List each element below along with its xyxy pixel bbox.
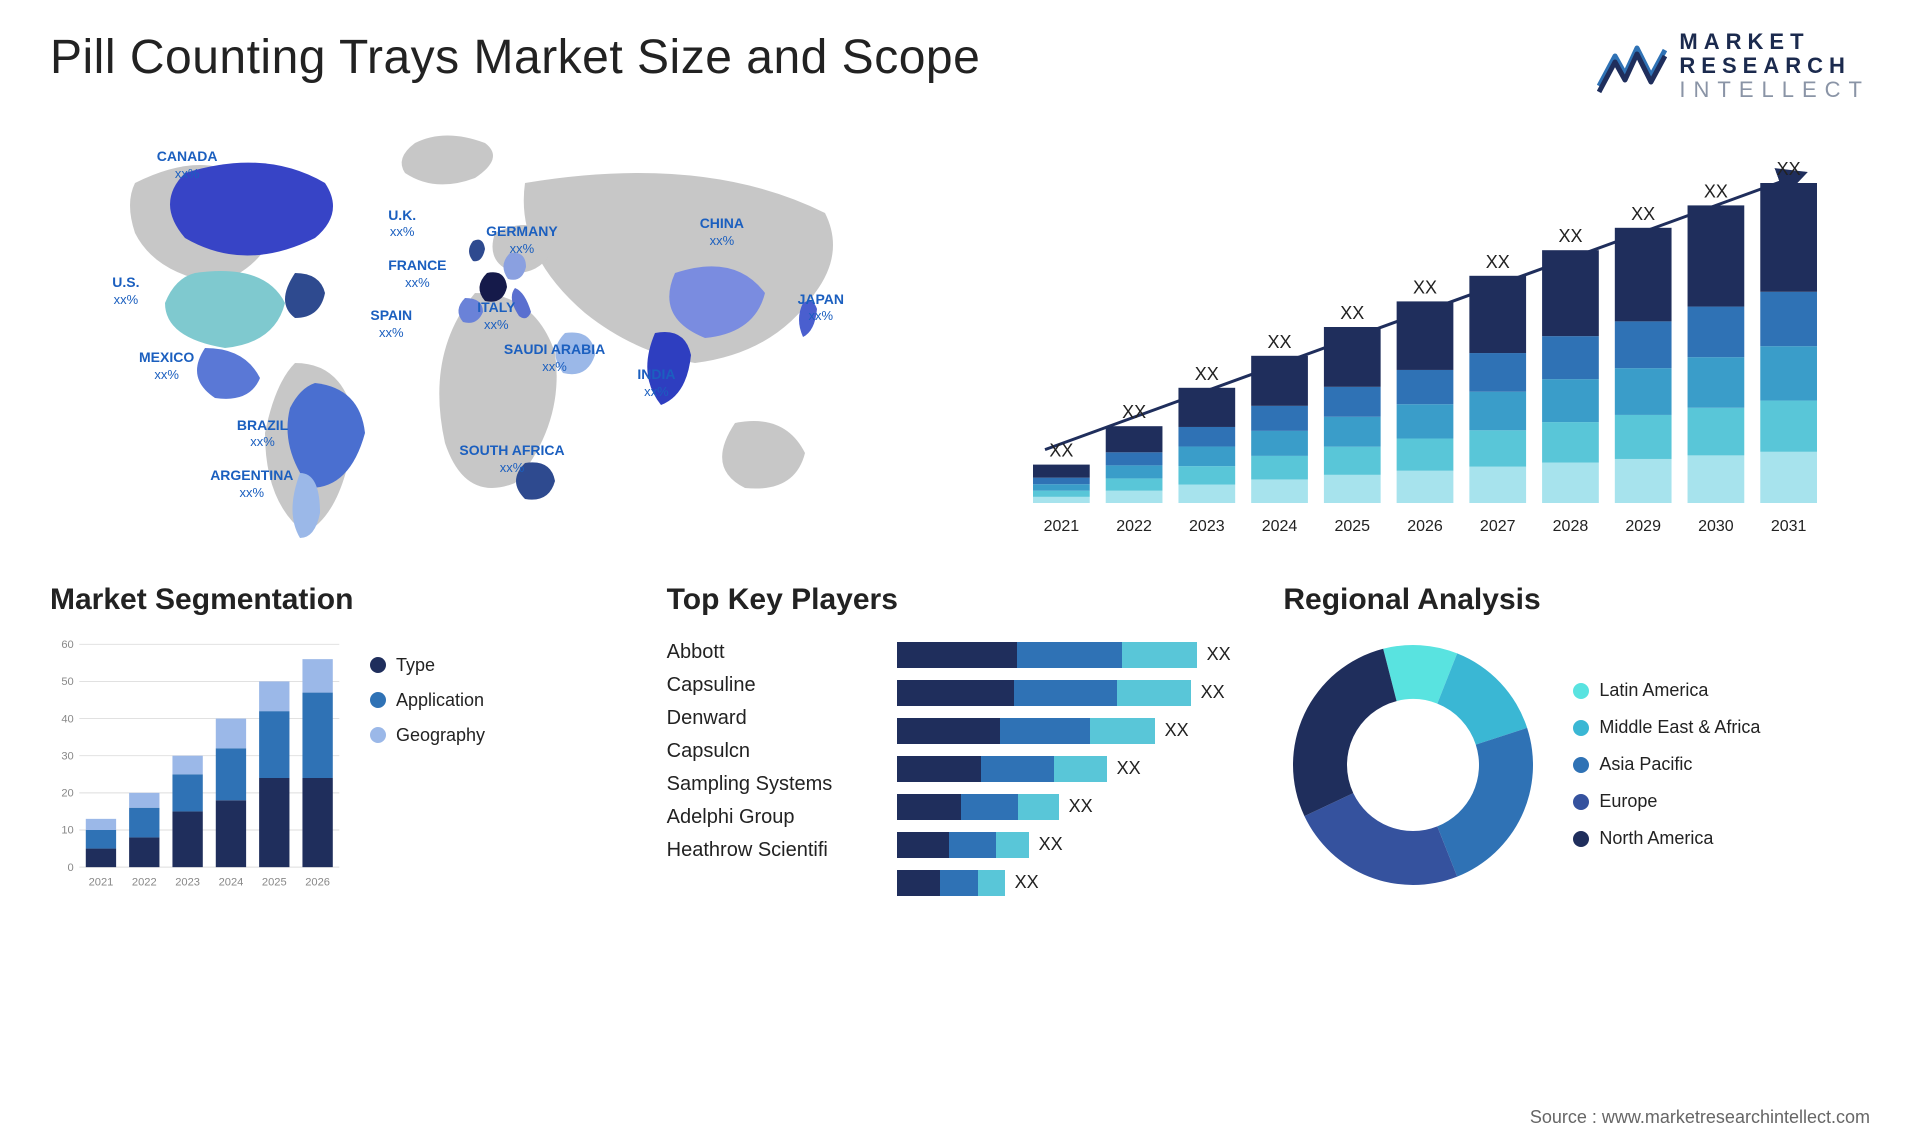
svg-text:2021: 2021 xyxy=(1044,518,1080,535)
segmentation-title: Market Segmentation xyxy=(50,583,637,617)
regional-donut-svg xyxy=(1283,635,1543,895)
map-label: SPAINxx% xyxy=(370,307,412,341)
players-title: Top Key Players xyxy=(667,583,1254,617)
svg-text:XX: XX xyxy=(1486,251,1510,271)
segmentation-panel: Market Segmentation 0 10 20 30 40 50 60 2021 202… xyxy=(50,583,637,897)
svg-text:2031: 2031 xyxy=(1771,518,1807,535)
svg-text:60: 60 xyxy=(61,639,73,651)
svg-text:2023: 2023 xyxy=(1189,518,1225,535)
player-bar-row: XX xyxy=(897,755,1254,783)
svg-text:XX: XX xyxy=(1413,277,1437,297)
source-line: Source : www.marketresearchintellect.com xyxy=(1530,1107,1870,1128)
player-bar-row: XX xyxy=(897,831,1254,859)
legend-item: North America xyxy=(1573,828,1760,849)
svg-text:2025: 2025 xyxy=(262,876,287,888)
svg-text:30: 30 xyxy=(61,750,73,762)
svg-text:2028: 2028 xyxy=(1553,518,1589,535)
svg-text:10: 10 xyxy=(61,824,73,836)
svg-text:2026: 2026 xyxy=(1407,518,1443,535)
player-name: Capsuline xyxy=(667,674,877,697)
svg-text:XX: XX xyxy=(1122,402,1146,422)
map-label: MEXICOxx% xyxy=(139,349,194,383)
svg-text:20: 20 xyxy=(61,787,73,799)
regional-panel: Regional Analysis Latin America Middle Ea… xyxy=(1283,583,1870,897)
map-label: SOUTH AFRICAxx% xyxy=(459,442,564,476)
svg-text:2022: 2022 xyxy=(132,876,157,888)
map-label: INDIAxx% xyxy=(637,366,675,400)
player-name: Heathrow Scientifi xyxy=(667,839,877,862)
players-panel: Top Key Players Abbott Capsuline Denward Ca… xyxy=(667,583,1254,897)
map-label: CHINAxx% xyxy=(700,215,744,249)
svg-text:XX: XX xyxy=(1340,303,1364,323)
map-label: SAUDI ARABIAxx% xyxy=(504,341,605,375)
player-name: Sampling Systems xyxy=(667,773,877,796)
svg-text:2024: 2024 xyxy=(219,876,244,888)
player-name: Abbott xyxy=(667,641,877,664)
map-label: ITALYxx% xyxy=(477,299,515,333)
map-label: JAPANxx% xyxy=(798,291,844,325)
legend-item: Latin America xyxy=(1573,680,1760,701)
segmentation-legend: Type Application Geography xyxy=(370,635,485,895)
logo-line-3: INTELLECT xyxy=(1679,78,1870,102)
map-label: U.K.xx% xyxy=(388,207,416,241)
page-title: Pill Counting Trays Market Size and Scop… xyxy=(50,30,980,85)
legend-item: Europe xyxy=(1573,791,1760,812)
logo-line-1: MARKET xyxy=(1679,30,1870,54)
player-bar-row: XX xyxy=(897,679,1254,707)
legend-item: Asia Pacific xyxy=(1573,754,1760,775)
world-map-panel: CANADAxx% U.S.xx% MEXICOxx% BRAZILxx% ARGENT… xyxy=(50,123,940,543)
svg-text:2026: 2026 xyxy=(305,876,330,888)
svg-text:2022: 2022 xyxy=(1116,518,1152,535)
svg-text:2027: 2027 xyxy=(1480,518,1516,535)
svg-text:XX: XX xyxy=(1049,440,1073,460)
players-list: Abbott Capsuline Denward Capsulcn Sampling S… xyxy=(667,635,877,897)
players-bars: XX XX XX XX XX XX XX xyxy=(897,635,1254,897)
regional-title: Regional Analysis xyxy=(1283,583,1870,617)
map-label: ARGENTINAxx% xyxy=(210,467,293,501)
legend-item: Geography xyxy=(370,725,485,746)
map-label: FRANCExx% xyxy=(388,257,446,291)
player-name: Adelphi Group xyxy=(667,806,877,829)
svg-text:XX: XX xyxy=(1558,226,1582,246)
svg-text:2023: 2023 xyxy=(175,876,200,888)
map-label: BRAZILxx% xyxy=(237,417,288,451)
svg-text:2025: 2025 xyxy=(1334,518,1370,535)
map-label: U.S.xx% xyxy=(112,274,139,308)
logo-icon xyxy=(1597,36,1667,96)
svg-text:XX: XX xyxy=(1777,159,1801,179)
player-name: Capsulcn xyxy=(667,740,877,763)
growth-chart-panel: XX 2021 XX 2022 XX 2023 XX 2024 XX 2025 XX 2026 XX 20… xyxy=(980,123,1870,543)
legend-item: Type xyxy=(370,655,485,676)
growth-chart-svg: XX 2021 XX 2022 XX 2023 XX 2024 XX 2025 XX 2026 XX 20… xyxy=(980,143,1870,543)
svg-text:2029: 2029 xyxy=(1625,518,1661,535)
svg-text:XX: XX xyxy=(1631,203,1655,223)
player-bar-row: XX xyxy=(897,717,1254,745)
brand-logo: MARKET RESEARCH INTELLECT xyxy=(1597,30,1870,103)
svg-text:XX: XX xyxy=(1704,181,1728,201)
player-bar-row: XX xyxy=(897,793,1254,821)
svg-text:2021: 2021 xyxy=(89,876,114,888)
svg-text:50: 50 xyxy=(61,676,73,688)
logo-line-2: RESEARCH xyxy=(1679,54,1870,78)
svg-text:XX: XX xyxy=(1195,363,1219,383)
map-label: GERMANYxx% xyxy=(486,223,558,257)
player-name: Denward xyxy=(667,707,877,730)
map-label: CANADAxx% xyxy=(157,148,218,182)
segmentation-chart-svg: 0 10 20 30 40 50 60 2021 2022 2023 2024 2025 2026 xyxy=(50,635,350,895)
legend-item: Application xyxy=(370,690,485,711)
svg-text:XX: XX xyxy=(1268,331,1292,351)
svg-text:40: 40 xyxy=(61,713,73,725)
regional-legend: Latin America Middle East & Africa Asia Pa… xyxy=(1573,680,1760,849)
player-bar-row: XX xyxy=(897,641,1254,669)
player-bar-row: XX xyxy=(897,869,1254,897)
svg-text:2030: 2030 xyxy=(1698,518,1734,535)
legend-item: Middle East & Africa xyxy=(1573,717,1760,738)
svg-text:2024: 2024 xyxy=(1262,518,1298,535)
svg-text:0: 0 xyxy=(68,861,74,873)
